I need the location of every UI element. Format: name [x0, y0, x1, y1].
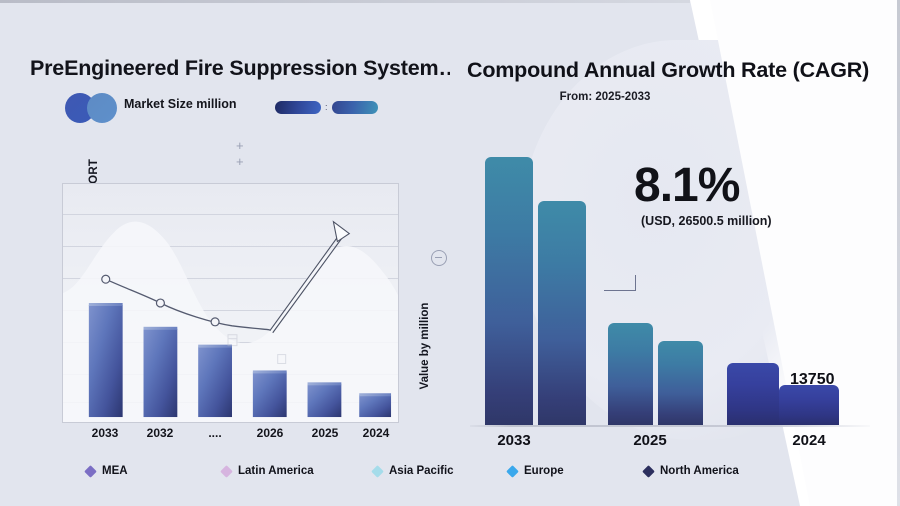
right-bar-group-2025	[608, 155, 718, 425]
cagr-value: 8.1%	[634, 159, 740, 212]
right-bar-2025-low	[658, 341, 703, 425]
tick-label-ellipsis: ....	[208, 426, 222, 440]
legend-marker-icon	[220, 464, 233, 478]
left-chart-plot-area	[62, 183, 399, 423]
y-axis-title-right: Value by million	[419, 302, 431, 390]
left-chart-graphics	[88, 220, 392, 418]
right-tick-label-2024: 2024	[792, 432, 826, 449]
right-chart-baseline	[470, 425, 870, 427]
legend-item-north-america[interactable]: North America	[642, 464, 739, 478]
right-bar-2033-low	[538, 201, 586, 425]
cagr-unit-label: (USD, 26500.5 million)	[641, 214, 772, 228]
legend-item-mea[interactable]: MEA	[84, 464, 128, 478]
left-chart-title: PreEngineered Fire Suppression System…	[30, 56, 450, 80]
venn-diagram-icon	[65, 93, 117, 123]
legend-marker-icon	[371, 464, 384, 478]
legend-pill-separator: :	[325, 102, 328, 112]
tick-label-2024: 2024	[362, 426, 390, 440]
legend-pill-secondary	[331, 101, 378, 114]
region-legend: MEA Latin America Asia Pacific Europe No…	[84, 464, 826, 485]
right-bar-2024-high	[727, 363, 779, 425]
right-bar-group-2024	[727, 155, 857, 425]
plus-marks-decoration: + +	[236, 138, 244, 169]
legend-label: Asia Pacific	[389, 465, 454, 477]
right-bar-2025-high	[608, 323, 653, 425]
right-bar-group-2033	[485, 155, 595, 425]
legend-label: Europe	[524, 465, 564, 477]
legend-item-asia-pacific[interactable]: Asia Pacific	[371, 464, 454, 478]
right-bar-2033-high	[485, 157, 533, 425]
corner-bracket-decoration	[604, 275, 636, 291]
legend-pill-primary	[275, 101, 321, 114]
legend-marker-icon	[642, 464, 655, 478]
panel-top-edge	[0, 0, 690, 3]
legend-item-europe[interactable]: Europe	[506, 464, 564, 478]
panel-right-edge	[897, 0, 900, 506]
right-bar-2024-low	[779, 385, 839, 425]
legend-label: MEA	[102, 465, 128, 477]
legend-label: North America	[660, 465, 739, 477]
legend-item-latin-america[interactable]: Latin America	[220, 464, 314, 478]
series-label: Market Size million	[124, 97, 237, 111]
tick-label-2033: 2033	[91, 426, 119, 440]
right-chart-subtitle: From: 2025-2033	[559, 91, 651, 103]
right-chart-title: Compound Annual Growth Rate (CAGR)	[467, 58, 870, 82]
tick-label-2026: 2026	[256, 426, 284, 440]
legend-label: Latin America	[238, 465, 314, 477]
right-chart-data-label-2024: 13750	[790, 371, 835, 388]
minus-circle-icon	[431, 250, 447, 266]
tick-label-2025: 2025	[311, 426, 339, 440]
left-chart-tick-labels: 2033 2032 .... 2026 2025 2024	[62, 426, 399, 446]
legend-marker-icon	[84, 464, 97, 478]
right-tick-label-2025: 2025	[633, 432, 667, 449]
legend-pill-group: :	[275, 101, 378, 114]
growth-arrow-icon	[269, 220, 351, 334]
tick-label-2032: 2032	[146, 426, 174, 440]
legend-marker-icon	[506, 464, 519, 478]
right-tick-label-2033: 2033	[497, 432, 531, 449]
